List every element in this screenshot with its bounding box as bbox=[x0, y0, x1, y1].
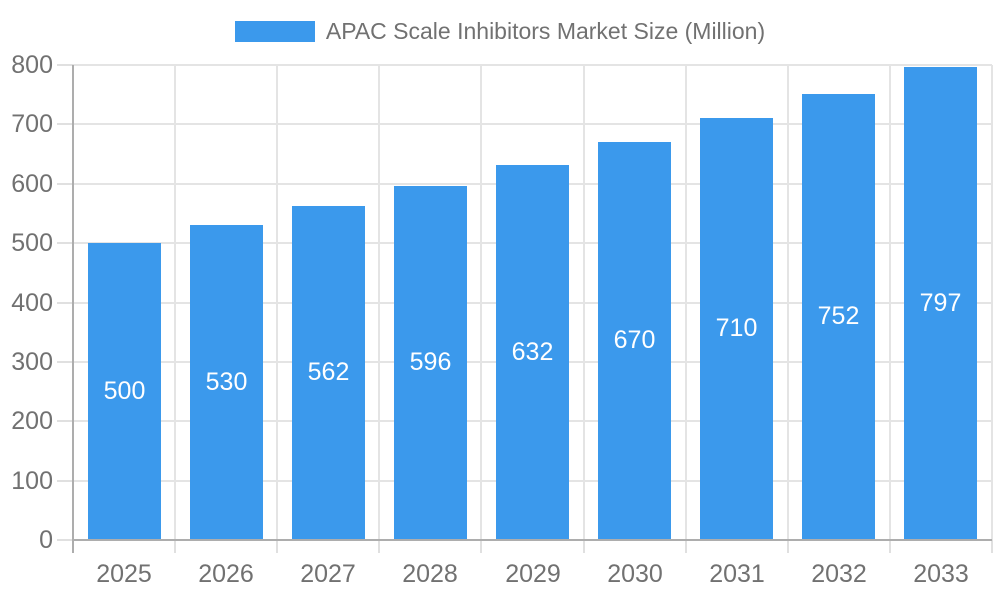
legend-item[interactable]: APAC Scale Inhibitors Market Size (Milli… bbox=[0, 18, 1000, 45]
y-axis-label: 500 bbox=[11, 229, 53, 257]
bar-value-label: 596 bbox=[409, 348, 452, 376]
x-axis-tick bbox=[787, 540, 789, 553]
x-axis-label: 2029 bbox=[505, 560, 561, 588]
y-axis-label: 300 bbox=[11, 348, 53, 376]
gridline-v bbox=[276, 65, 278, 540]
gridline-v bbox=[480, 65, 482, 540]
y-axis-label: 800 bbox=[11, 51, 53, 79]
bar[interactable]: 596 bbox=[394, 186, 467, 539]
gridline-v bbox=[174, 65, 176, 540]
x-axis-label: 2032 bbox=[811, 560, 867, 588]
x-axis-tick bbox=[889, 540, 891, 553]
legend-label: APAC Scale Inhibitors Market Size (Milli… bbox=[325, 18, 766, 44]
gridline-h bbox=[73, 123, 992, 125]
y-axis-tick bbox=[57, 183, 73, 185]
bar-value-label: 562 bbox=[307, 358, 350, 386]
gridline-v bbox=[889, 65, 891, 540]
x-axis-label: 2030 bbox=[607, 560, 663, 588]
y-axis-label: 200 bbox=[11, 407, 53, 435]
x-axis-tick bbox=[991, 540, 993, 553]
gridline-v bbox=[583, 65, 585, 540]
bar[interactable]: 710 bbox=[700, 118, 773, 539]
y-axis-tick bbox=[57, 242, 73, 244]
x-axis-tick bbox=[583, 540, 585, 553]
gridline-v bbox=[378, 65, 380, 540]
y-axis-label: 600 bbox=[11, 170, 53, 198]
gridline-h bbox=[73, 64, 992, 66]
x-axis-tick bbox=[685, 540, 687, 553]
legend-swatch-icon bbox=[234, 21, 315, 42]
bar-value-label: 500 bbox=[103, 376, 146, 405]
x-axis-tick bbox=[174, 540, 176, 553]
bar-value-label: 710 bbox=[715, 314, 758, 342]
gridline-v bbox=[685, 65, 687, 540]
y-axis-tick bbox=[57, 539, 73, 541]
x-axis-label: 2027 bbox=[300, 560, 356, 588]
bar-value-label: 530 bbox=[205, 367, 248, 396]
bar[interactable]: 562 bbox=[292, 206, 365, 539]
bar[interactable]: 670 bbox=[598, 142, 671, 539]
y-axis-tick bbox=[57, 302, 73, 304]
y-axis-label: 400 bbox=[11, 289, 53, 317]
x-axis-tick bbox=[276, 540, 278, 553]
x-axis-tick bbox=[480, 540, 482, 553]
bar[interactable]: 752 bbox=[802, 94, 875, 539]
bar-value-label: 670 bbox=[613, 326, 656, 354]
y-axis-label: 100 bbox=[11, 467, 53, 495]
y-axis-tick bbox=[57, 64, 73, 66]
y-axis-tick bbox=[57, 420, 73, 422]
gridline-v bbox=[991, 65, 993, 540]
x-axis-line bbox=[73, 539, 992, 541]
gridline-v bbox=[787, 65, 789, 540]
y-axis-tick bbox=[57, 123, 73, 125]
y-axis-label: 0 bbox=[39, 526, 53, 554]
x-axis-label: 2033 bbox=[913, 560, 969, 588]
y-axis-tick bbox=[57, 480, 73, 482]
bar[interactable]: 530 bbox=[190, 225, 263, 539]
bar-value-label: 632 bbox=[511, 337, 554, 366]
x-axis-label: 2031 bbox=[709, 560, 765, 588]
bar-value-label: 797 bbox=[919, 288, 962, 317]
y-axis-tick bbox=[57, 361, 73, 363]
x-axis-label: 2026 bbox=[198, 560, 254, 588]
bar[interactable]: 797 bbox=[904, 67, 977, 539]
y-axis-line bbox=[72, 65, 74, 553]
y-axis-label: 700 bbox=[11, 110, 53, 138]
bar[interactable]: 632 bbox=[496, 165, 569, 539]
bar-value-label: 752 bbox=[817, 302, 860, 330]
x-axis-label: 2028 bbox=[402, 560, 458, 588]
bar[interactable]: 500 bbox=[88, 243, 161, 539]
x-axis-label: 2025 bbox=[96, 560, 152, 588]
x-axis-tick bbox=[378, 540, 380, 553]
